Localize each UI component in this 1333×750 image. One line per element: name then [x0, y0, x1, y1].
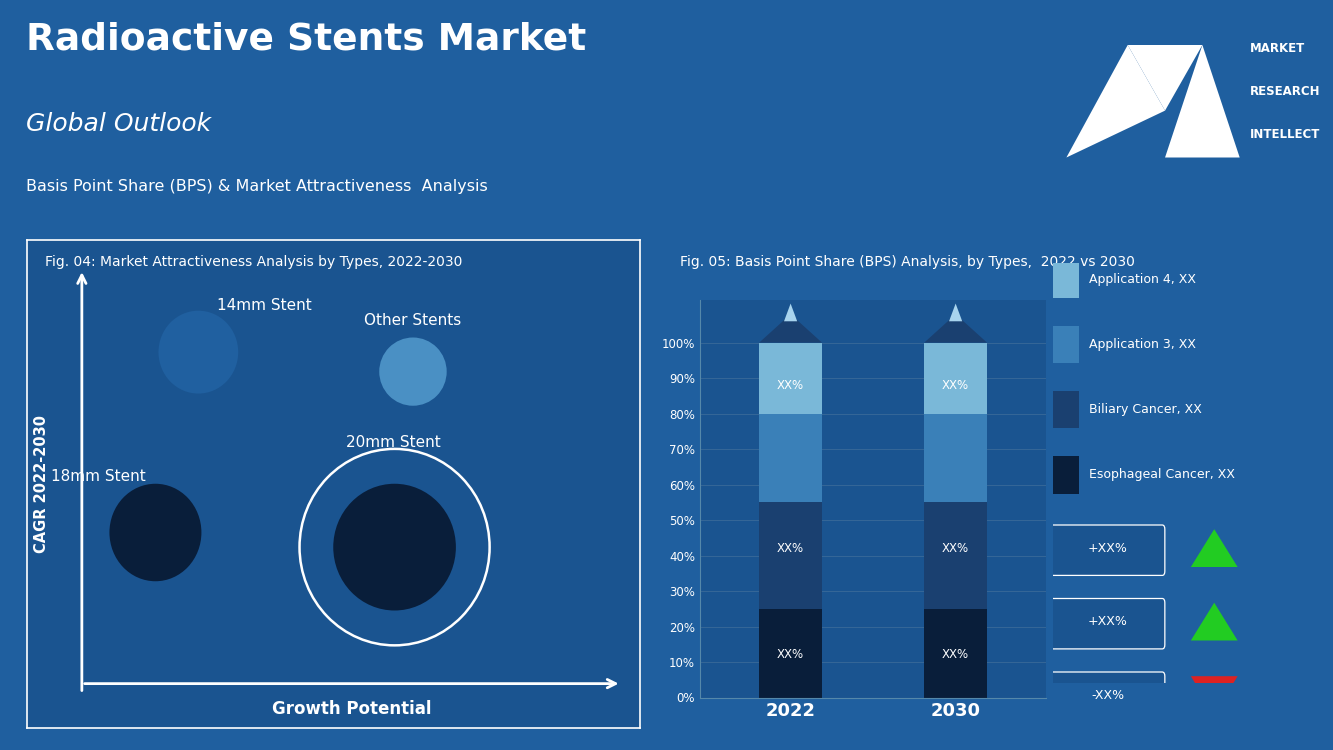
- Text: XX%: XX%: [942, 649, 969, 662]
- Text: +XX%: +XX%: [1088, 542, 1128, 554]
- Text: XX%: XX%: [777, 649, 804, 662]
- Text: Other Stents: Other Stents: [364, 313, 461, 328]
- Polygon shape: [1190, 530, 1237, 567]
- Text: Fig. 04: Market Attractiveness Analysis by Types, 2022-2030: Fig. 04: Market Attractiveness Analysis …: [45, 254, 463, 268]
- Bar: [924, 503, 986, 609]
- Bar: [1053, 260, 1080, 299]
- Text: 20mm Stent: 20mm Stent: [345, 435, 440, 450]
- Bar: [760, 503, 822, 609]
- Text: Biliary Cancer, XX: Biliary Cancer, XX: [1089, 403, 1202, 416]
- Bar: [760, 609, 822, 698]
- FancyBboxPatch shape: [1050, 598, 1165, 649]
- Text: Esophageal Cancer, XX: Esophageal Cancer, XX: [1089, 468, 1236, 481]
- Bar: [1053, 456, 1080, 494]
- Polygon shape: [1190, 603, 1237, 640]
- Polygon shape: [760, 314, 822, 343]
- Ellipse shape: [380, 338, 447, 406]
- FancyBboxPatch shape: [1050, 525, 1165, 575]
- Text: RESEARCH: RESEARCH: [1250, 86, 1321, 98]
- Text: Global Outlook: Global Outlook: [27, 112, 211, 136]
- Bar: [760, 413, 822, 503]
- Text: Fig. 05: Basis Point Share (BPS) Analysis, by Types,  2022 vs 2030: Fig. 05: Basis Point Share (BPS) Analysi…: [680, 254, 1134, 268]
- Ellipse shape: [109, 484, 201, 581]
- Ellipse shape: [333, 484, 456, 610]
- Text: 18mm Stent: 18mm Stent: [51, 469, 145, 484]
- Text: -XX%: -XX%: [1092, 688, 1124, 701]
- Polygon shape: [924, 314, 986, 343]
- Text: Application 4, XX: Application 4, XX: [1089, 273, 1197, 286]
- Polygon shape: [1165, 45, 1240, 158]
- FancyBboxPatch shape: [1050, 672, 1165, 722]
- Text: XX%: XX%: [777, 379, 804, 392]
- Ellipse shape: [159, 310, 239, 394]
- Text: Application 3, XX: Application 3, XX: [1089, 338, 1197, 351]
- Text: XX%: XX%: [777, 542, 804, 555]
- Polygon shape: [949, 304, 962, 321]
- Bar: [924, 343, 986, 413]
- Text: INTELLECT: INTELLECT: [1250, 128, 1321, 142]
- Text: XX%: XX%: [942, 379, 969, 392]
- Text: XX%: XX%: [942, 542, 969, 555]
- Text: Radioactive Stents Market: Radioactive Stents Market: [27, 21, 587, 57]
- Text: CAGR 2022-2030: CAGR 2022-2030: [35, 415, 49, 553]
- Text: 14mm Stent: 14mm Stent: [217, 298, 312, 314]
- Polygon shape: [1128, 45, 1202, 111]
- Bar: [1053, 391, 1080, 428]
- Text: Growth Potential: Growth Potential: [272, 700, 432, 718]
- Bar: [924, 413, 986, 503]
- Text: MARKET: MARKET: [1250, 42, 1305, 56]
- Bar: [924, 609, 986, 698]
- Text: Basis Point Share (BPS) & Market Attractiveness  Analysis: Basis Point Share (BPS) & Market Attract…: [27, 179, 488, 194]
- Bar: [1053, 326, 1080, 363]
- Text: +XX%: +XX%: [1088, 615, 1128, 628]
- Polygon shape: [1190, 676, 1237, 714]
- Polygon shape: [784, 304, 797, 321]
- Bar: [760, 343, 822, 413]
- Polygon shape: [1066, 45, 1165, 158]
